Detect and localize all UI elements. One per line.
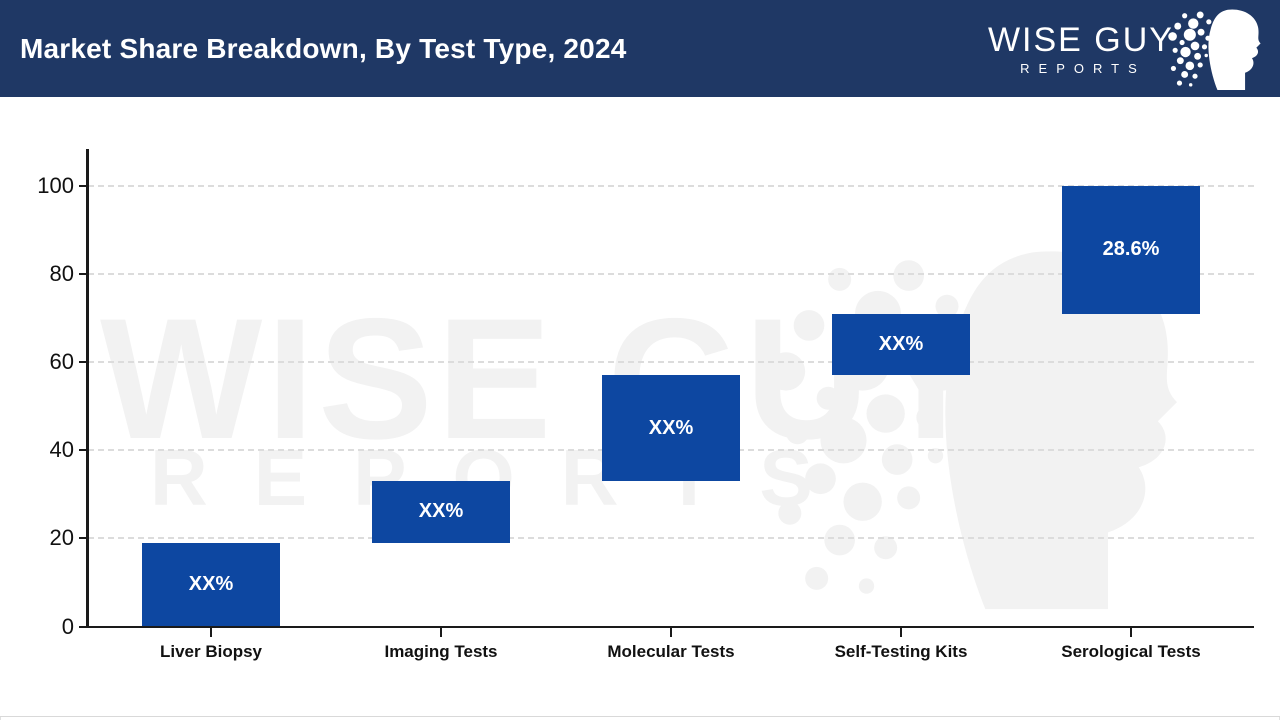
bar: XX% xyxy=(142,542,280,627)
y-tick-label: 100 xyxy=(37,173,74,198)
header-bar: Market Share Breakdown, By Test Type, 20… xyxy=(0,0,1280,97)
brand-name: WISE GUY xyxy=(987,20,1174,59)
bar: XX% xyxy=(832,313,970,376)
x-tick xyxy=(900,627,902,637)
y-tick-label: 0 xyxy=(61,613,74,639)
brand-logo-text: WISE GUY REPORTS xyxy=(988,23,1174,75)
x-category-label: Serological Tests xyxy=(1061,641,1201,661)
y-axis-line xyxy=(86,149,89,628)
bar-value-label: XX% xyxy=(418,500,464,523)
brand-subname: REPORTS xyxy=(1020,60,1146,76)
y-gridline xyxy=(88,537,1254,540)
y-gridline xyxy=(88,361,1254,364)
y-tick xyxy=(79,361,88,364)
x-tick xyxy=(440,627,442,637)
x-axis-line xyxy=(86,625,1254,628)
y-tick xyxy=(79,185,88,187)
bar-value-label: XX% xyxy=(188,573,234,596)
bar: XX% xyxy=(602,375,740,482)
x-category-label: Self-Testing Kits xyxy=(834,641,968,661)
x-tick xyxy=(1130,627,1132,637)
y-tick-label: 80 xyxy=(49,261,74,287)
x-tick xyxy=(670,627,672,637)
x-category-label: Liver Biopsy xyxy=(159,641,263,661)
y-gridline xyxy=(88,273,1254,276)
y-tick-label: 60 xyxy=(49,349,74,375)
brand-logo: WISE GUY REPORTS xyxy=(988,8,1280,90)
page-title: Market Share Breakdown, By Test Type, 20… xyxy=(20,32,627,64)
y-tick xyxy=(79,449,88,452)
y-tick-label: 20 xyxy=(49,525,74,551)
x-category-label: Molecular Tests xyxy=(607,641,735,661)
x-category-label: Imaging Tests xyxy=(384,641,498,661)
bar-value-label: XX% xyxy=(648,416,694,439)
wise-guy-face-icon xyxy=(1168,8,1261,90)
chart-canvas: WISE GUY REPORTS 0 20 40 60 80 100 XX% Liver Bi… xyxy=(0,97,1280,717)
bar: 28.6% xyxy=(1062,186,1200,314)
x-tick xyxy=(210,627,212,637)
bottom-border xyxy=(0,716,1280,717)
y-tick-label: 40 xyxy=(49,437,74,463)
y-tick xyxy=(79,625,88,628)
y-tick xyxy=(79,537,88,540)
y-tick xyxy=(79,273,88,276)
y-gridline xyxy=(88,185,1254,187)
bar-value-label: 28.6% xyxy=(1102,238,1160,261)
bar-value-label: XX% xyxy=(878,333,924,356)
bar: XX% xyxy=(372,481,510,543)
